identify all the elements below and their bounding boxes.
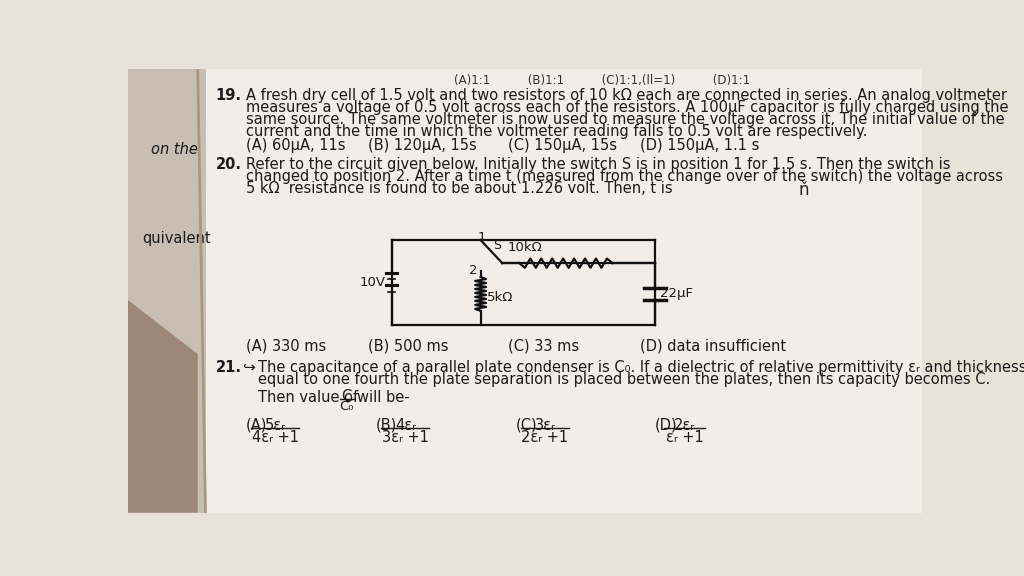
Text: 4εᵣ +1: 4εᵣ +1	[252, 430, 299, 445]
Text: Then value of: Then value of	[258, 390, 358, 405]
Text: (A) 330 ms: (A) 330 ms	[246, 339, 326, 354]
Text: 19.: 19.	[216, 88, 242, 103]
FancyBboxPatch shape	[128, 69, 206, 513]
Text: (B): (B)	[376, 418, 397, 433]
Text: on the: on the	[152, 142, 198, 157]
Text: (C) 150μA, 15s: (C) 150μA, 15s	[508, 138, 616, 153]
Text: measures a voltage of 0.5 volt across each of the resistors. A 100μF capacitor i: measures a voltage of 0.5 volt across ea…	[246, 100, 1009, 115]
Text: (D): (D)	[655, 418, 678, 433]
Text: 20.: 20.	[216, 157, 242, 172]
Text: (D) 150μA, 1.1 s: (D) 150μA, 1.1 s	[640, 138, 759, 153]
Text: S: S	[493, 240, 501, 252]
Polygon shape	[128, 300, 198, 513]
FancyBboxPatch shape	[198, 69, 922, 513]
Text: quivalent: quivalent	[142, 231, 211, 246]
Text: (A) 60μA, 11s: (A) 60μA, 11s	[246, 138, 345, 153]
Text: (B) 500 ms: (B) 500 ms	[369, 339, 449, 354]
Text: 2: 2	[469, 264, 477, 278]
Text: 5kΩ: 5kΩ	[486, 291, 513, 304]
Text: changed to position 2. After a time t (measured from the change over of the swit: changed to position 2. After a time t (m…	[246, 169, 1002, 184]
Text: 3εᵣ: 3εᵣ	[535, 418, 555, 433]
Text: 10kΩ: 10kΩ	[508, 241, 543, 254]
Text: (B) 120μA, 15s: (B) 120μA, 15s	[369, 138, 477, 153]
Text: Refer to the circuit given below. Initially the switch S is in position 1 for 1.: Refer to the circuit given below. Initia…	[246, 157, 950, 172]
Text: 2εᵣ +1: 2εᵣ +1	[521, 430, 568, 445]
Text: The capacitance of a parallel plate condenser is C₀. If a dielectric of relative: The capacitance of a parallel plate cond…	[258, 360, 1024, 375]
Text: (A): (A)	[246, 418, 267, 433]
Text: equal to one fourth the plate separation is placed between the plates, then its : equal to one fourth the plate separation…	[258, 372, 990, 386]
Text: (C) 33 ms: (C) 33 ms	[508, 339, 579, 354]
Text: ň: ň	[799, 181, 809, 199]
Text: 10V: 10V	[359, 276, 385, 289]
Text: 4εᵣ: 4εᵣ	[395, 418, 416, 433]
Text: 5 kΩ  resistance is found to be about 1.226 volt. Then, t is: 5 kΩ resistance is found to be about 1.2…	[246, 181, 673, 196]
Text: same source. The same voltmeter is now used to measure the voltage across it. Th: same source. The same voltmeter is now u…	[246, 112, 1005, 127]
Text: C: C	[341, 389, 351, 404]
Text: ↪: ↪	[242, 360, 255, 375]
Text: (D) data insufficient: (D) data insufficient	[640, 339, 785, 354]
Text: A fresh dry cell of 1.5 volt and two resistors of 10 kΩ each are connected in se: A fresh dry cell of 1.5 volt and two res…	[246, 88, 1007, 103]
Text: C₀: C₀	[339, 400, 354, 413]
Text: 2εᵣ: 2εᵣ	[674, 418, 695, 433]
Text: 21.: 21.	[216, 360, 242, 375]
Text: 1: 1	[478, 231, 486, 244]
Text: current and the time in which the voltmeter reading falls to 0.5 volt are respec: current and the time in which the voltme…	[246, 124, 867, 139]
Text: (C): (C)	[515, 418, 538, 433]
Text: 3εᵣ +1: 3εᵣ +1	[382, 430, 429, 445]
Text: 22μF: 22μF	[659, 287, 692, 301]
Text: εᵣ +1: εᵣ +1	[666, 430, 703, 445]
Text: (A)1:1          (B)1:1          (C)1:1,(ll=1)          (D)1:1: (A)1:1 (B)1:1 (C)1:1,(ll=1) (D)1:1	[454, 74, 750, 87]
Text: 5εᵣ: 5εᵣ	[265, 418, 286, 433]
Text: will be-: will be-	[357, 390, 410, 405]
